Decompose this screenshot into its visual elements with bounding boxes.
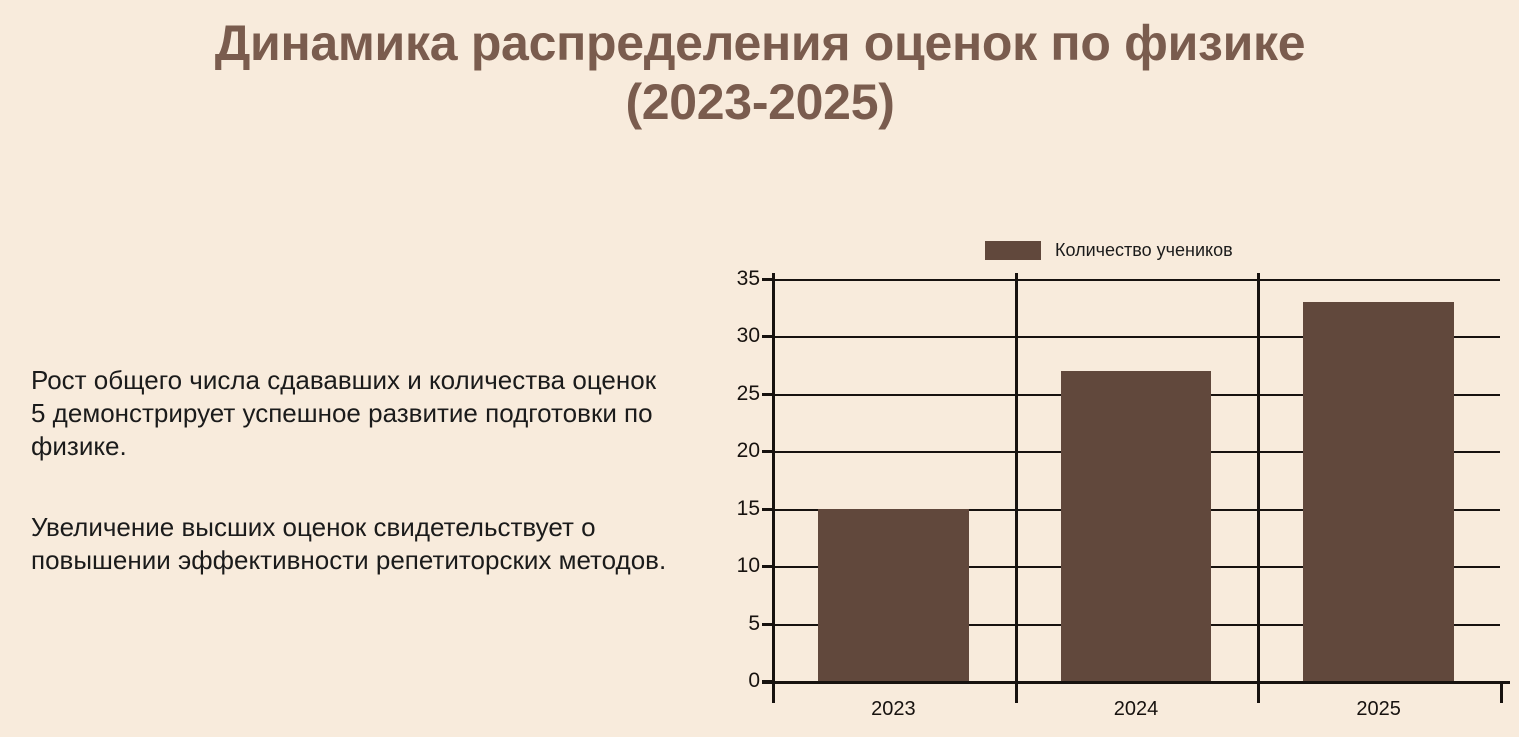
y-axis-tick-mark (762, 565, 774, 569)
y-axis-line (772, 273, 775, 691)
y-axis-tick-mark (762, 622, 774, 626)
page-title: Динамика распределения оценок по физике … (214, 15, 1306, 130)
y-axis-tick-label: 20 (736, 439, 760, 463)
x-axis-tick-label: 2025 (1356, 698, 1401, 720)
x-axis-tick-mark (772, 681, 775, 703)
gridline (772, 279, 1500, 281)
bar-2023[interactable] (818, 508, 969, 681)
y-axis-tick-label: 10 (736, 554, 760, 578)
y-axis-tick-mark (762, 450, 774, 454)
x-axis-tick-label: 2024 (1113, 698, 1159, 720)
y-axis-tick-label: 15 (736, 496, 760, 520)
legend-color-swatch (985, 241, 1041, 260)
y-axis-tick-mark (762, 278, 774, 281)
category-separator (1257, 273, 1261, 691)
x-axis-line (762, 681, 1510, 684)
x-axis-tick-mark (1014, 681, 1018, 703)
category-separator (1014, 273, 1018, 691)
y-axis-tick-label: 30 (736, 324, 760, 348)
x-axis-tick-mark (1500, 681, 1503, 703)
y-axis-tick-mark (762, 335, 774, 339)
legend-label: Количество учеников (1055, 240, 1233, 260)
y-axis-tick-label: 5 (748, 611, 760, 635)
bar-2024[interactable] (1060, 370, 1212, 681)
x-axis-tick-label: 2023 (871, 698, 916, 720)
gridline (772, 336, 1500, 339)
bar-chart: Количество учеников 0 5 10 15 20 25 30 35 2023 2… (706, 228, 1510, 728)
body-text-block: Рост общего числа сдававших и количества… (31, 364, 671, 577)
y-axis-tick-mark (762, 507, 774, 511)
y-axis-tick-mark (762, 392, 774, 396)
bar-2025[interactable] (1303, 301, 1454, 681)
y-axis-tick-label: 35 (736, 267, 760, 290)
y-axis-tick-label: 25 (736, 381, 760, 405)
y-axis-tick-label: 0 (748, 669, 760, 692)
body-paragraph-2: Увеличение высших оценок свидетельствует… (31, 512, 667, 576)
chart-legend: Количество учеников (985, 240, 1233, 261)
x-axis-tick-mark (1257, 681, 1261, 703)
body-paragraph-1: Рост общего числа сдававших и количества… (31, 365, 657, 462)
